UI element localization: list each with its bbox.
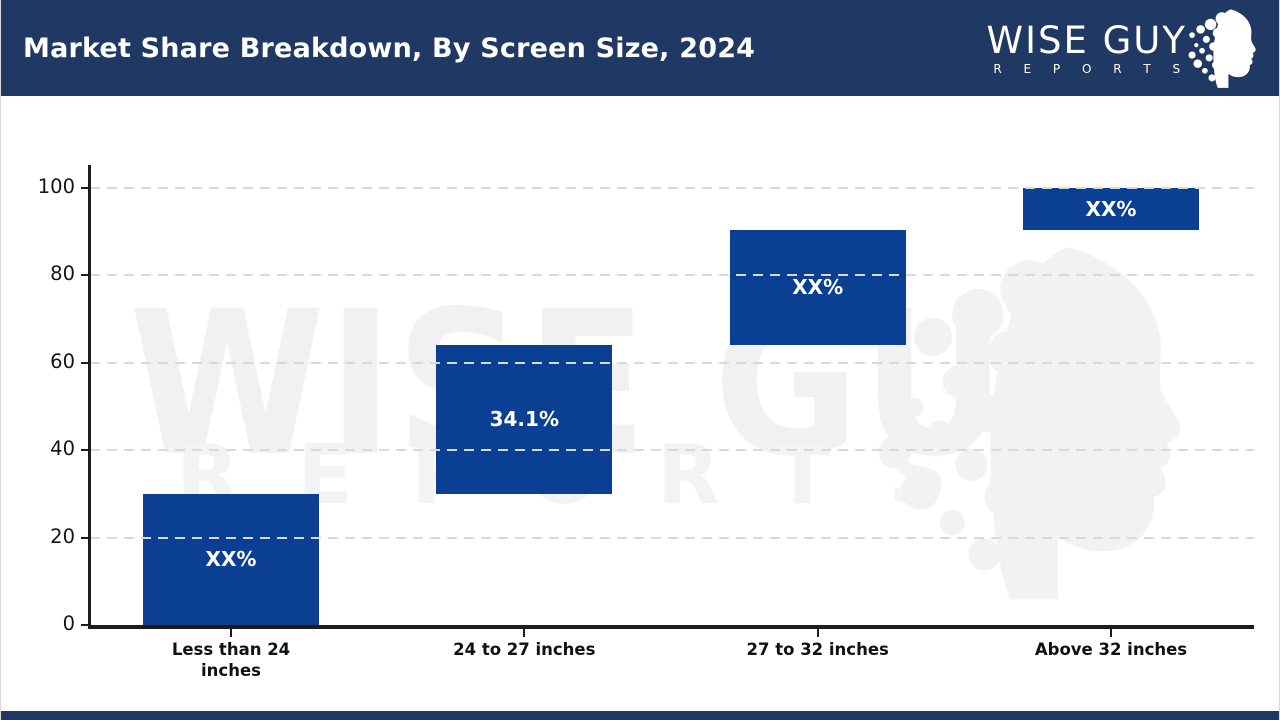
bar-1: XX% bbox=[143, 493, 319, 625]
y-tick-label-0: 0 bbox=[62, 612, 75, 635]
bar-3: XX% bbox=[729, 229, 906, 345]
y-tick-label-60: 60 bbox=[50, 349, 75, 373]
watermark-face-icon bbox=[878, 247, 1181, 600]
y-tick-mark-100 bbox=[81, 186, 89, 189]
x-tick-mark-4 bbox=[1110, 629, 1112, 637]
y-tick-label-20: 20 bbox=[50, 524, 75, 548]
gridline-40 bbox=[90, 449, 1254, 451]
y-tick-mark-40 bbox=[81, 449, 89, 451]
footer-bar bbox=[1, 711, 1279, 720]
gridline-60 bbox=[90, 361, 1254, 364]
y-tick-mark-60 bbox=[81, 361, 89, 364]
gridline-80 bbox=[90, 274, 1254, 276]
bar-value-label-4: XX% bbox=[1085, 196, 1137, 221]
logo-face-icon bbox=[1188, 9, 1256, 88]
x-tick-label-4: Above 32 inches bbox=[1034, 640, 1188, 659]
x-tick-mark-3 bbox=[816, 629, 819, 637]
y-tick-mark-0 bbox=[81, 624, 89, 626]
gridline-100 bbox=[90, 186, 1254, 189]
bar-value-label-2: 34.1% bbox=[489, 407, 559, 432]
logo-wordmark: WISE GUY bbox=[986, 19, 1187, 63]
y-tick-label-80: 80 bbox=[50, 262, 75, 285]
bar-value-label-3: XX% bbox=[792, 275, 844, 300]
bar-2: 34.1% bbox=[436, 344, 613, 494]
x-tick-label-2: 24 to 27 inches bbox=[453, 640, 596, 659]
logo-reports-text: R E P O R T S bbox=[993, 61, 1190, 76]
bar-value-label-1: XX% bbox=[205, 547, 257, 572]
y-tick-mark-80 bbox=[81, 274, 89, 276]
y-axis-spine bbox=[88, 165, 91, 629]
x-tick-label-3: 27 to 32 inches bbox=[746, 640, 889, 659]
gridline-20 bbox=[90, 536, 1254, 539]
x-tick-mark-2 bbox=[523, 629, 526, 637]
y-tick-label-100: 100 bbox=[37, 174, 75, 198]
x-tick-mark-1 bbox=[230, 629, 232, 637]
x-axis-spine bbox=[88, 625, 1254, 629]
header-bar: Market Share Breakdown, By Screen Size, … bbox=[1, 0, 1279, 96]
y-tick-label-40: 40 bbox=[50, 437, 75, 460]
chart-title: Market Share Breakdown, By Screen Size, … bbox=[23, 32, 756, 64]
wise-guy-logo: WISE GUY R E P O R T S bbox=[987, 8, 1261, 90]
y-tick-mark-20 bbox=[81, 536, 89, 539]
bar-4: XX% bbox=[1023, 187, 1199, 230]
x-tick-label-1: Less than 24 inches bbox=[171, 640, 291, 680]
logo-text: WISE GUY R E P O R T S bbox=[986, 19, 1190, 76]
